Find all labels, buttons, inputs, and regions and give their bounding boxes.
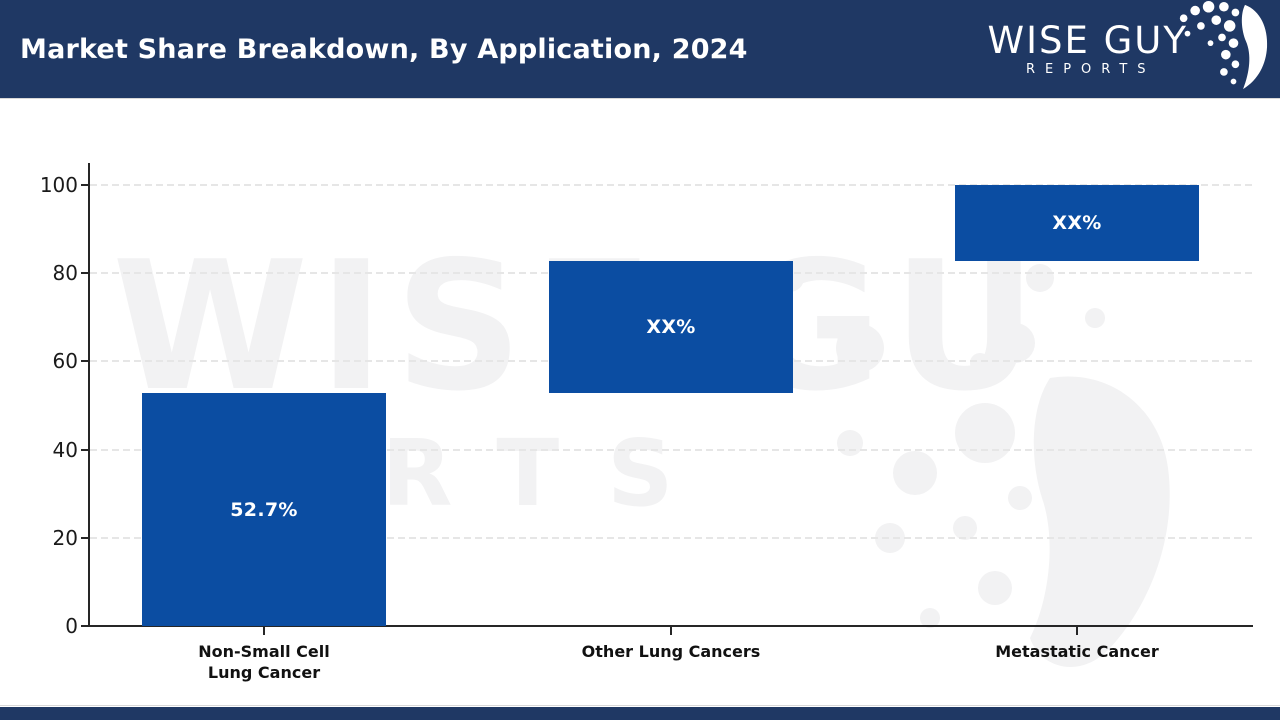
bar-value-label: 52.7%: [230, 498, 298, 521]
gridline-40: [90, 448, 1252, 451]
y-axis-label-100: 100: [39, 172, 78, 197]
x-axis-line: [88, 625, 1253, 627]
x-axis-category-label: Non-Small Cell Lung Cancer: [114, 641, 414, 683]
bar-value-label: XX%: [1052, 211, 1102, 234]
header-bar: Market Share Breakdown, By Application, …: [0, 0, 1280, 98]
x-axis-tick-2: [670, 627, 672, 635]
x-axis-tick-1: [263, 627, 265, 635]
face-profile-dots-icon: [1174, 1, 1270, 97]
brand-logo: WISE GUY REPORTS: [988, 1, 1280, 97]
x-axis-category-label: Other Lung Cancers: [521, 641, 821, 662]
bar-value-label: XX%: [646, 316, 696, 339]
y-axis-tick-100: [81, 183, 88, 186]
x-axis-category-line: Other Lung Cancers: [581, 642, 761, 661]
gridline-20: [90, 536, 1252, 539]
y-axis-label-60: 60: [52, 349, 78, 374]
bar-segment-2: XX%: [549, 261, 793, 394]
bar-segment-1: 52.7%: [142, 393, 386, 626]
brand-logo-text: WISE GUY REPORTS: [988, 22, 1188, 77]
x-axis-category-line: Non-Small Cell: [198, 642, 330, 661]
gridline-100: [90, 183, 1252, 186]
y-axis-tick-60: [81, 360, 88, 363]
header-divider: [0, 98, 1280, 99]
x-axis-category-line: Metastatic Cancer: [995, 642, 1159, 661]
footer-divider: [0, 705, 1280, 706]
y-axis-tick-80: [81, 272, 88, 275]
y-axis-label-40: 40: [52, 437, 78, 462]
brand-name: WISE GUY: [987, 18, 1188, 62]
y-axis-line: [88, 163, 90, 627]
bar-segment-3: XX%: [955, 184, 1199, 262]
y-axis-label-20: 20: [52, 525, 78, 550]
x-axis-category-label: Metastatic Cancer: [927, 641, 1227, 662]
brand-subtitle: REPORTS: [1025, 61, 1156, 77]
footer-bar: [0, 707, 1280, 720]
y-axis-label-80: 80: [52, 261, 78, 286]
y-axis-tick-20: [81, 536, 88, 539]
y-axis-tick-40: [81, 448, 88, 451]
page-title: Market Share Breakdown, By Application, …: [20, 33, 748, 65]
x-axis-tick-3: [1076, 627, 1078, 635]
x-axis-category-line: Lung Cancer: [207, 663, 321, 682]
y-axis-label-0: 0: [65, 614, 78, 638]
y-axis-tick-0: [81, 625, 88, 627]
